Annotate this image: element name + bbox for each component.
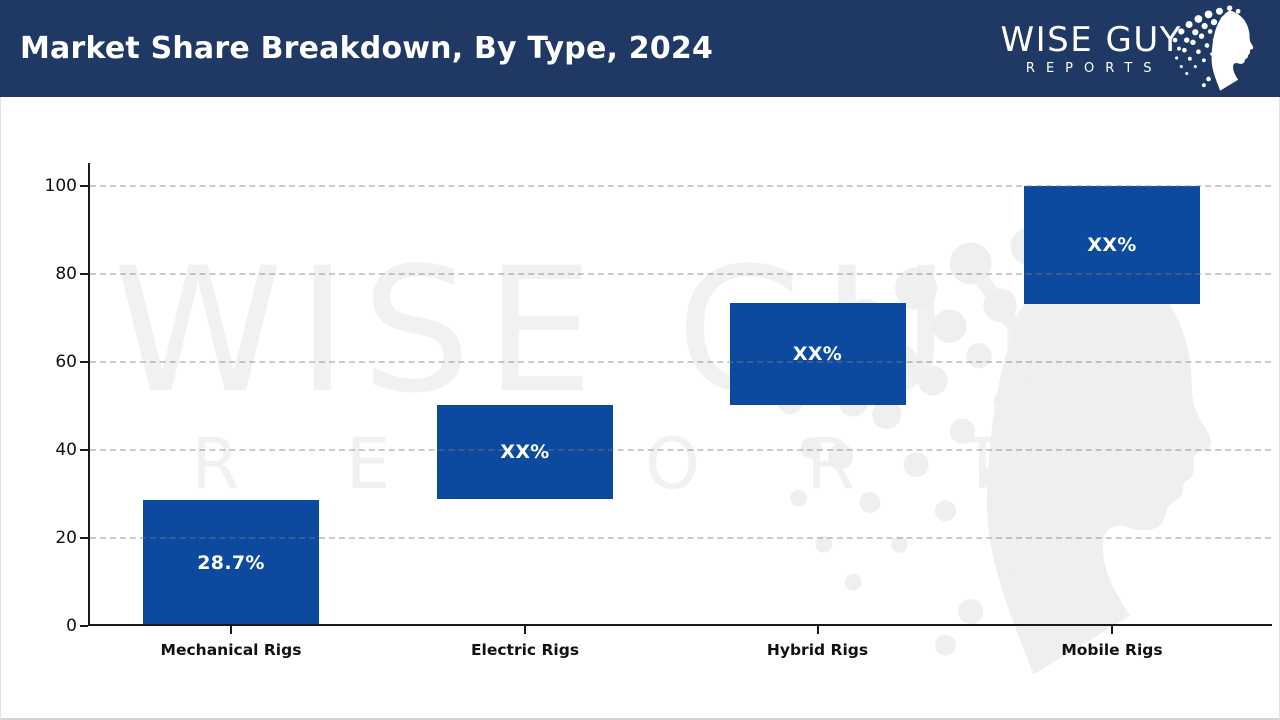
gridline <box>90 185 1271 187</box>
bar-value-label: XX% <box>792 343 843 366</box>
x-tick <box>816 626 819 634</box>
y-tick-label: 40 <box>55 440 77 460</box>
bar: XX% <box>1024 186 1200 304</box>
bar: 28.7% <box>143 499 319 626</box>
bar-value-label: XX% <box>500 440 550 463</box>
y-axis-spine <box>88 163 90 626</box>
x-category-label: Electric Rigs <box>470 641 580 659</box>
logo-subtext: REPORTS <box>1025 60 1163 76</box>
plot: 0 20 40 60 80 100 28.7% Mechanical Rigs XX% Elect… <box>1 97 1279 718</box>
bar: XX% <box>729 303 906 406</box>
y-tick <box>80 185 88 187</box>
header-bar: Market Share Breakdown, By Type, 2024 WI… <box>0 0 1280 97</box>
x-category-label: Mechanical Rigs <box>160 641 302 659</box>
y-tick-label: 0 <box>66 616 77 636</box>
bar: XX% <box>437 404 613 500</box>
x-category-label: Hybrid Rigs <box>766 641 869 659</box>
y-tick <box>80 273 88 275</box>
logo-face-icon <box>1172 4 1254 91</box>
gridline <box>90 537 1271 539</box>
gridline <box>90 361 1271 363</box>
page-title: Market Share Breakdown, By Type, 2024 <box>20 31 714 66</box>
bar-value-label: XX% <box>1087 233 1137 256</box>
x-tick <box>524 626 526 634</box>
y-tick-label: 60 <box>55 352 77 372</box>
bar-value-label: 28.7% <box>197 551 265 574</box>
wise-guy-reports-logo: WISE GUY REPORTS <box>1000 4 1258 93</box>
gridline <box>90 449 1271 451</box>
gridline <box>90 273 1271 275</box>
x-axis-spine <box>88 624 1272 626</box>
y-tick-label: 20 <box>55 528 77 548</box>
y-tick <box>80 449 88 451</box>
y-tick <box>80 625 88 627</box>
x-category-label: Mobile Rigs <box>1061 641 1163 659</box>
y-tick <box>80 361 88 363</box>
y-tick-label: 100 <box>44 176 77 196</box>
x-tick <box>1111 626 1113 634</box>
logo-wordmark: WISE GUY <box>1000 19 1182 60</box>
logo-text: WISE GUY REPORTS <box>1000 23 1182 75</box>
chart-area: WISE GUY R E P O R T S 0 20 40 60 80 100 28.7%… <box>0 97 1280 720</box>
x-tick <box>230 626 232 634</box>
y-tick-label: 80 <box>55 264 77 284</box>
y-tick <box>80 537 88 539</box>
